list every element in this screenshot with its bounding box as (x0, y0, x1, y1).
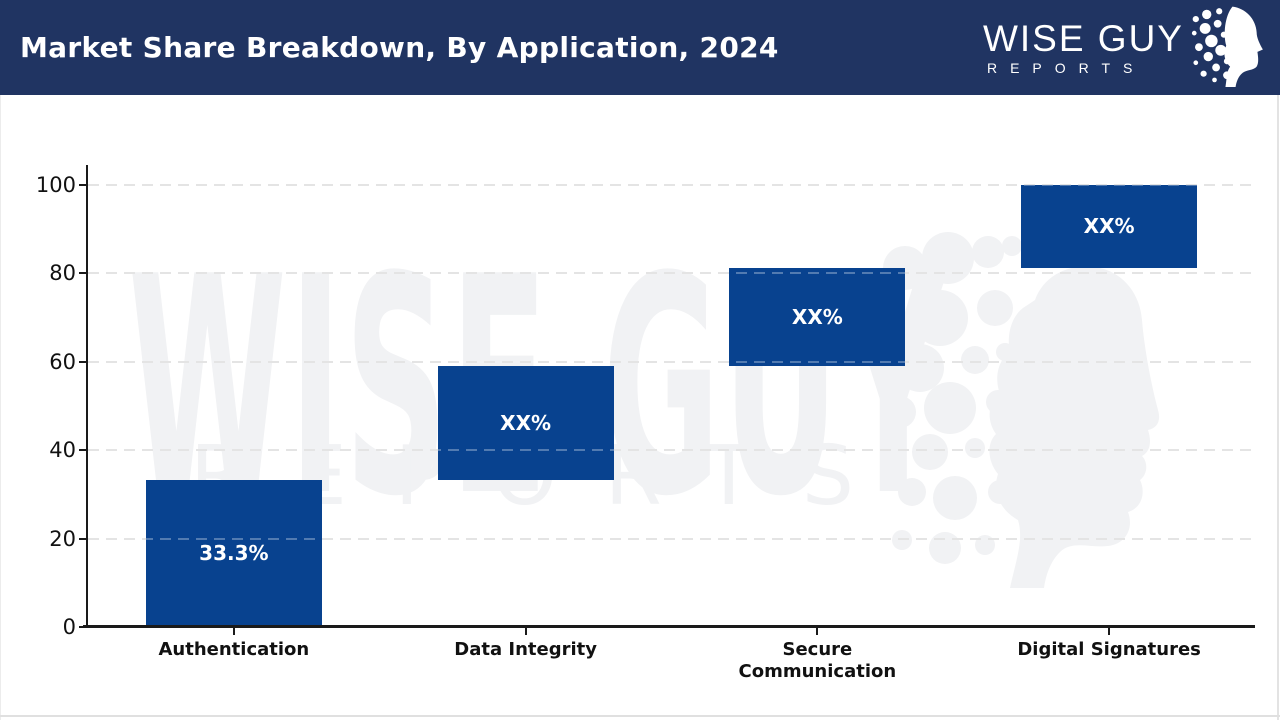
y-axis-tick-label: 60 (49, 349, 76, 374)
y-axis-line (86, 165, 88, 628)
x-axis-tick (232, 628, 235, 635)
image-bottom-edge (0, 715, 1280, 717)
chart-title: Market Share Breakdown, By Application, … (20, 31, 779, 64)
y-gridline-overlay (88, 449, 1255, 452)
wise-guy-logo: WISE GUY REPORTS (983, 5, 1266, 91)
y-gridline (88, 449, 1255, 452)
y-axis-tick (79, 626, 87, 628)
bar-value-label: 33.3% (199, 541, 269, 566)
watermark-head-icon (870, 225, 1180, 619)
x-axis-tick (524, 628, 527, 635)
y-gridline (88, 272, 1255, 275)
logo-secondary-text: REPORTS (986, 60, 1146, 76)
x-axis-line (83, 625, 1255, 628)
bar-value-label: XX% (791, 304, 843, 329)
bar-segment: XX% (729, 267, 906, 366)
y-axis-tick (79, 360, 87, 363)
logo-primary-text: WISE GUY (982, 18, 1184, 59)
bar-segment: XX% (1021, 185, 1198, 268)
y-gridline (88, 537, 1255, 540)
y-axis-tick-label: 20 (49, 526, 76, 551)
y-axis-tick (79, 449, 87, 452)
x-category-label: Digital Signatures (1017, 639, 1201, 660)
y-gridline (88, 184, 1255, 186)
x-category-label: Authentication (158, 639, 310, 660)
x-category-label: Data Integrity (454, 639, 597, 660)
y-axis-tick (79, 184, 87, 186)
y-axis-tick (79, 272, 87, 275)
bar-value-label: XX% (500, 410, 552, 435)
x-axis-tick (1108, 628, 1111, 635)
header-bar: Market Share Breakdown, By Application, … (0, 0, 1280, 95)
y-gridline (88, 360, 1255, 363)
y-axis-tick-label: 40 (49, 438, 76, 463)
y-gridline-overlay (88, 360, 1255, 363)
y-gridline-overlay (88, 537, 1255, 540)
head-profile-icon (1188, 5, 1266, 91)
y-axis-tick-label: 0 (62, 615, 76, 639)
image-left-edge (0, 95, 1, 720)
image-right-edge (1277, 95, 1279, 720)
y-axis-tick (79, 537, 87, 540)
x-axis-tick (816, 628, 819, 635)
x-category-label: Secure Communication (738, 639, 897, 682)
y-gridline-overlay (88, 184, 1255, 186)
bar-value-label: XX% (1083, 214, 1135, 239)
y-axis-tick-label: 100 (35, 173, 76, 197)
y-gridline-overlay (88, 272, 1255, 275)
y-axis-tick-label: 80 (49, 261, 76, 286)
logo-text: WISE GUY REPORTS (983, 20, 1184, 75)
bar-segment: 33.3% (145, 479, 322, 627)
bar-segment: XX% (437, 365, 614, 480)
